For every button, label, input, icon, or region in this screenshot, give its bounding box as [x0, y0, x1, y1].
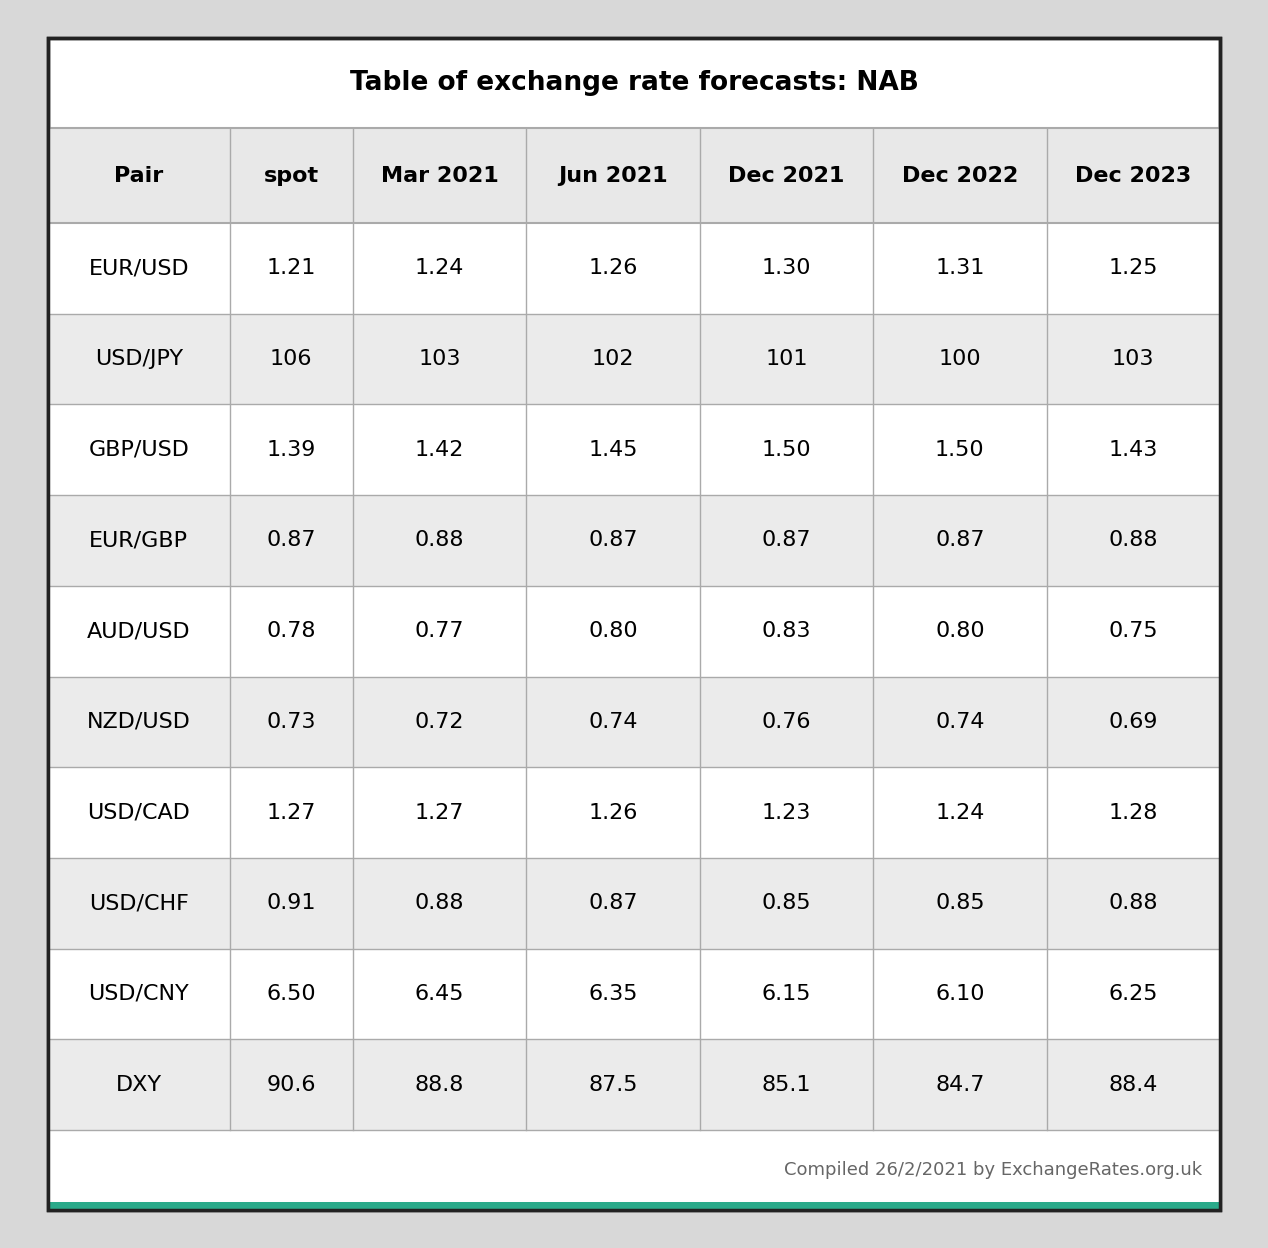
Text: 6.45: 6.45 — [415, 983, 464, 1003]
Text: Table of exchange rate forecasts: NAB: Table of exchange rate forecasts: NAB — [350, 70, 918, 96]
Bar — [48, 223, 1220, 313]
Text: 88.4: 88.4 — [1108, 1075, 1158, 1094]
Text: 0.80: 0.80 — [935, 622, 985, 641]
Bar — [48, 585, 1220, 676]
Text: 101: 101 — [765, 349, 808, 369]
Text: USD/CAD: USD/CAD — [87, 802, 190, 822]
Text: GBP/USD: GBP/USD — [89, 439, 189, 459]
Text: 1.28: 1.28 — [1108, 802, 1158, 822]
Bar — [48, 404, 1220, 495]
Text: USD/JPY: USD/JPY — [95, 349, 183, 369]
Text: 88.8: 88.8 — [415, 1075, 464, 1094]
Text: 1.26: 1.26 — [588, 802, 638, 822]
Text: 6.15: 6.15 — [762, 983, 812, 1003]
Text: Jun 2021: Jun 2021 — [558, 166, 668, 186]
Text: NZD/USD: NZD/USD — [87, 711, 190, 731]
Text: EUR/USD: EUR/USD — [89, 258, 189, 278]
Text: 84.7: 84.7 — [935, 1075, 984, 1094]
Text: 0.87: 0.87 — [762, 530, 812, 550]
Text: 1.50: 1.50 — [762, 439, 812, 459]
Text: 1.24: 1.24 — [415, 258, 464, 278]
Text: 1.50: 1.50 — [935, 439, 985, 459]
Text: Mar 2021: Mar 2021 — [380, 166, 498, 186]
Text: 1.23: 1.23 — [762, 802, 812, 822]
Text: 1.31: 1.31 — [935, 258, 984, 278]
Text: Dec 2021: Dec 2021 — [728, 166, 844, 186]
Text: 1.25: 1.25 — [1108, 258, 1158, 278]
Text: 6.35: 6.35 — [588, 983, 638, 1003]
Text: Dec 2022: Dec 2022 — [902, 166, 1018, 186]
Bar — [48, 676, 1220, 768]
Text: 1.43: 1.43 — [1108, 439, 1158, 459]
Text: 1.21: 1.21 — [266, 258, 316, 278]
Text: 1.27: 1.27 — [266, 802, 316, 822]
Text: 0.87: 0.87 — [588, 530, 638, 550]
Text: 1.27: 1.27 — [415, 802, 464, 822]
Text: 0.87: 0.87 — [266, 530, 316, 550]
Text: 0.72: 0.72 — [415, 711, 464, 731]
Text: AUD/USD: AUD/USD — [87, 622, 190, 641]
Text: USD/CNY: USD/CNY — [89, 983, 189, 1003]
Bar — [48, 313, 1220, 404]
Text: 0.87: 0.87 — [935, 530, 984, 550]
Text: 0.75: 0.75 — [1108, 622, 1158, 641]
Text: 0.77: 0.77 — [415, 622, 464, 641]
Text: 1.45: 1.45 — [588, 439, 638, 459]
Text: 0.87: 0.87 — [588, 894, 638, 914]
Text: 85.1: 85.1 — [762, 1075, 812, 1094]
Text: 0.78: 0.78 — [266, 622, 316, 641]
Text: 1.42: 1.42 — [415, 439, 464, 459]
Text: 1.39: 1.39 — [266, 439, 316, 459]
Bar — [48, 948, 1220, 1040]
Text: 0.83: 0.83 — [762, 622, 812, 641]
Bar — [48, 129, 1220, 223]
Text: 0.69: 0.69 — [1108, 711, 1158, 731]
Text: 0.88: 0.88 — [1108, 530, 1158, 550]
Bar — [48, 1202, 1220, 1211]
Text: 0.88: 0.88 — [415, 530, 464, 550]
Text: 0.88: 0.88 — [415, 894, 464, 914]
Text: 6.10: 6.10 — [935, 983, 984, 1003]
Text: 87.5: 87.5 — [588, 1075, 638, 1094]
Bar — [48, 1129, 1220, 1211]
Text: 0.76: 0.76 — [762, 711, 812, 731]
Text: 102: 102 — [592, 349, 634, 369]
Text: USD/CHF: USD/CHF — [89, 894, 189, 914]
Text: 1.24: 1.24 — [935, 802, 984, 822]
Text: 100: 100 — [938, 349, 981, 369]
Text: 0.88: 0.88 — [1108, 894, 1158, 914]
Text: Pair: Pair — [114, 166, 164, 186]
Bar — [48, 768, 1220, 857]
Bar — [48, 1040, 1220, 1129]
Text: EUR/GBP: EUR/GBP — [89, 530, 189, 550]
Text: spot: spot — [264, 166, 318, 186]
Text: 0.73: 0.73 — [266, 711, 316, 731]
Text: 0.85: 0.85 — [762, 894, 812, 914]
Text: 90.6: 90.6 — [266, 1075, 316, 1094]
Text: 0.74: 0.74 — [588, 711, 638, 731]
Text: 106: 106 — [270, 349, 312, 369]
Text: 0.74: 0.74 — [935, 711, 984, 731]
Bar — [48, 857, 1220, 948]
Text: Dec 2023: Dec 2023 — [1075, 166, 1192, 186]
Bar — [48, 495, 1220, 585]
Text: Compiled 26/2/2021 by ExchangeRates.org.uk: Compiled 26/2/2021 by ExchangeRates.org.… — [784, 1161, 1202, 1179]
Text: DXY: DXY — [115, 1075, 162, 1094]
Text: 1.30: 1.30 — [762, 258, 812, 278]
Text: 103: 103 — [418, 349, 460, 369]
Text: 0.85: 0.85 — [935, 894, 985, 914]
Text: 1.26: 1.26 — [588, 258, 638, 278]
Text: 0.91: 0.91 — [266, 894, 316, 914]
Text: 103: 103 — [1112, 349, 1155, 369]
Text: 6.25: 6.25 — [1108, 983, 1158, 1003]
Text: 0.80: 0.80 — [588, 622, 638, 641]
Text: 6.50: 6.50 — [266, 983, 316, 1003]
